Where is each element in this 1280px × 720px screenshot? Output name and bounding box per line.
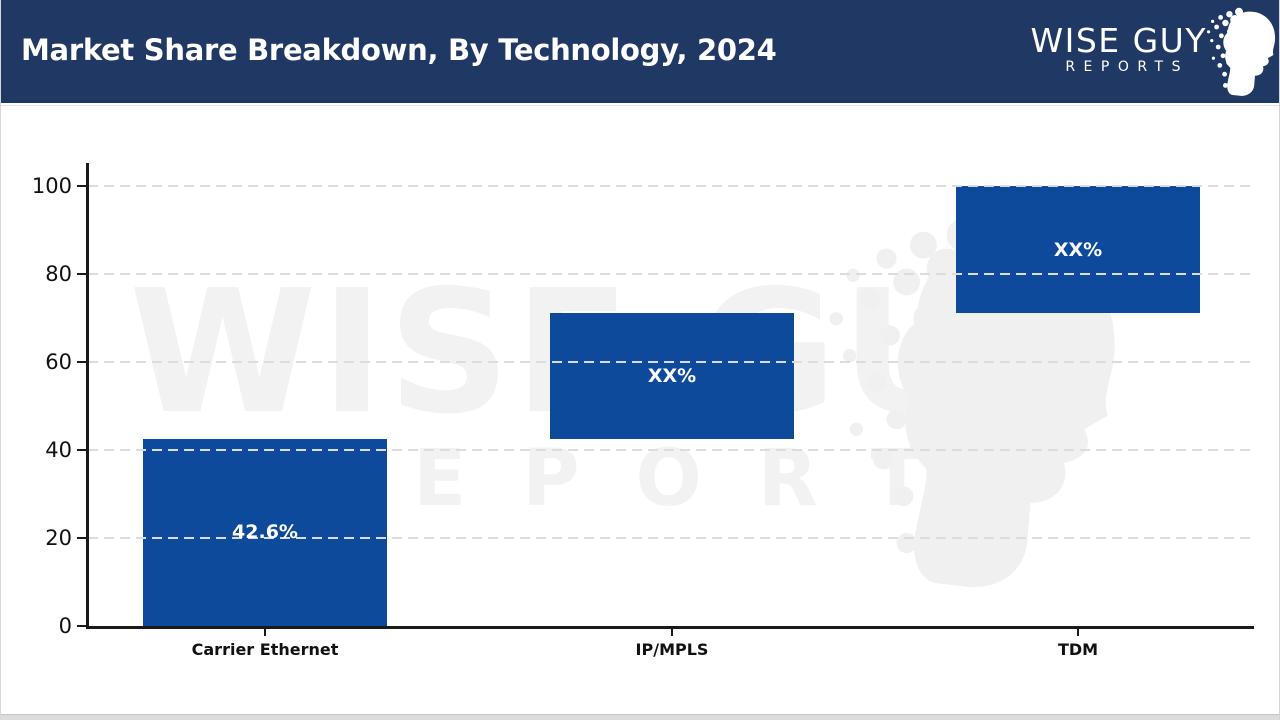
bar-2	[550, 313, 794, 439]
gridline-20	[88, 537, 1254, 539]
y-tick-label-100: 100	[31, 174, 72, 198]
y-axis-spine	[86, 163, 89, 629]
x-tick-3	[1077, 629, 1079, 636]
y-tick-label-0: 0	[58, 614, 72, 638]
header-divider	[1, 105, 1279, 106]
header-bar: Market Share Breakdown, By Technology, 2…	[1, 0, 1279, 103]
bottom-border	[1, 714, 1279, 720]
chart-title: Market Share Breakdown, By Technology, 2…	[21, 33, 777, 67]
bar-value-label-1: 42.6%	[232, 521, 298, 544]
y-tick-label-80: 80	[45, 262, 72, 286]
x-axis-spine	[86, 626, 1254, 629]
gridline-60	[88, 361, 1254, 363]
bar-value-label-2: XX%	[647, 364, 697, 387]
logo-subtitle: REPORTS	[1065, 59, 1189, 75]
y-tick-100	[77, 185, 86, 187]
x-tick-1	[264, 629, 266, 636]
watermark-head-icon	[829, 218, 1115, 588]
y-tick-label-40: 40	[45, 438, 72, 462]
y-tick-80	[77, 273, 86, 275]
x-tick-label-1: Carrier Ethernet	[191, 640, 339, 659]
logo-head-icon	[1207, 7, 1276, 96]
gridline-80	[88, 273, 1254, 275]
y-tick-label-20: 20	[45, 526, 72, 550]
bar-3	[956, 186, 1200, 314]
bar-value-label-3: XX%	[1053, 238, 1103, 261]
logo-wordmark: WISE GUY	[1030, 21, 1207, 60]
y-tick-60	[77, 361, 86, 363]
gridline-40	[88, 449, 1254, 451]
y-tick-0	[77, 625, 86, 627]
y-tick-40	[77, 449, 86, 451]
gridline-100	[88, 185, 1254, 187]
wiseguy-logo: WISE GUY REPORTS	[973, 0, 1276, 103]
x-tick-2	[671, 629, 673, 636]
x-tick-label-3: TDM	[1057, 640, 1099, 659]
y-tick-20	[77, 537, 86, 539]
y-tick-label-60: 60	[45, 350, 72, 374]
bar-1	[143, 438, 387, 626]
x-tick-label-2: IP/MPLS	[635, 640, 709, 659]
